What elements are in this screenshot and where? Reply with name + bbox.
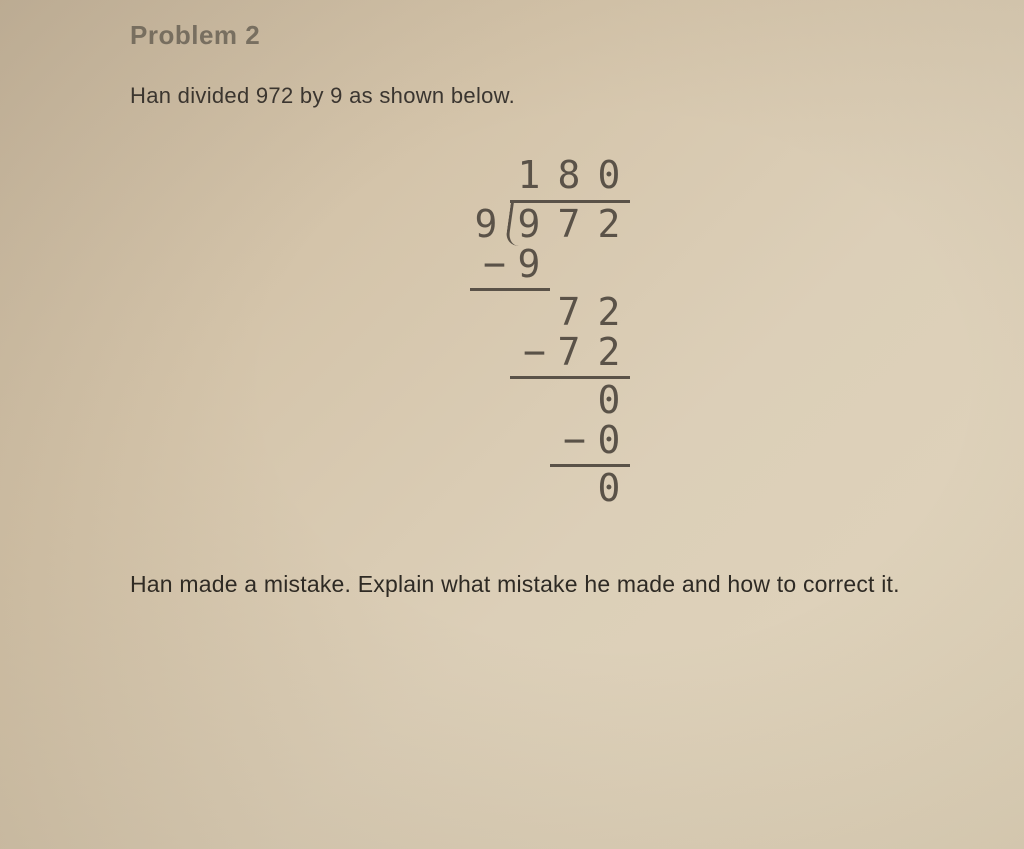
step-digit: 9 <box>510 243 550 287</box>
step-subtract-3: − 0 <box>470 423 924 467</box>
long-division: 1 8 0 9 9 7 2 − 9 7 2 <box>470 159 924 511</box>
division-bracket: 9 7 2 <box>510 200 630 247</box>
quotient-row: 1 8 0 <box>470 159 924 203</box>
step-digit: 0 <box>590 379 630 423</box>
step-digit: 7 <box>550 291 590 335</box>
minus-sign: − <box>470 243 510 287</box>
subtract-underline: − 9 <box>470 243 550 291</box>
problem-header: Problem 2 <box>130 20 924 51</box>
step-digit: 0 <box>590 467 630 511</box>
step-result-final: 0 <box>470 467 924 511</box>
quotient-digit: 1 <box>510 154 550 198</box>
divisor: 9 <box>470 203 510 247</box>
divisor-dividend-row: 9 9 7 2 <box>470 203 924 247</box>
dividend-digit: 2 <box>590 203 630 247</box>
quotient-underline: 1 8 0 <box>510 154 630 203</box>
closing-instruction: Han made a mistake. Explain what mistake… <box>130 571 924 598</box>
problem-statement: Han divided 972 by 9 as shown below. <box>130 83 924 109</box>
dividend-digit: 7 <box>550 203 590 247</box>
dividend-digit: 9 <box>510 203 550 247</box>
subtract-underline: − 7 2 <box>510 331 630 379</box>
step-digit: 0 <box>590 419 630 463</box>
step-digit: 7 <box>550 331 590 375</box>
step-result-1: 0 <box>470 379 924 423</box>
step-digit: 2 <box>590 331 630 375</box>
minus-sign: − <box>510 331 550 375</box>
step-digit: 2 <box>590 291 630 335</box>
quotient-digit: 0 <box>590 154 630 198</box>
page-container: Problem 2 Han divided 972 by 9 as shown … <box>0 0 1024 849</box>
minus-sign: − <box>550 419 590 463</box>
quotient-digit: 8 <box>550 154 590 198</box>
step-subtract-2: − 7 2 <box>470 335 924 379</box>
subtract-underline: − 0 <box>550 419 630 467</box>
step-bringdown-1: 7 2 <box>470 291 924 335</box>
step-subtract-1: − 9 <box>470 247 924 291</box>
